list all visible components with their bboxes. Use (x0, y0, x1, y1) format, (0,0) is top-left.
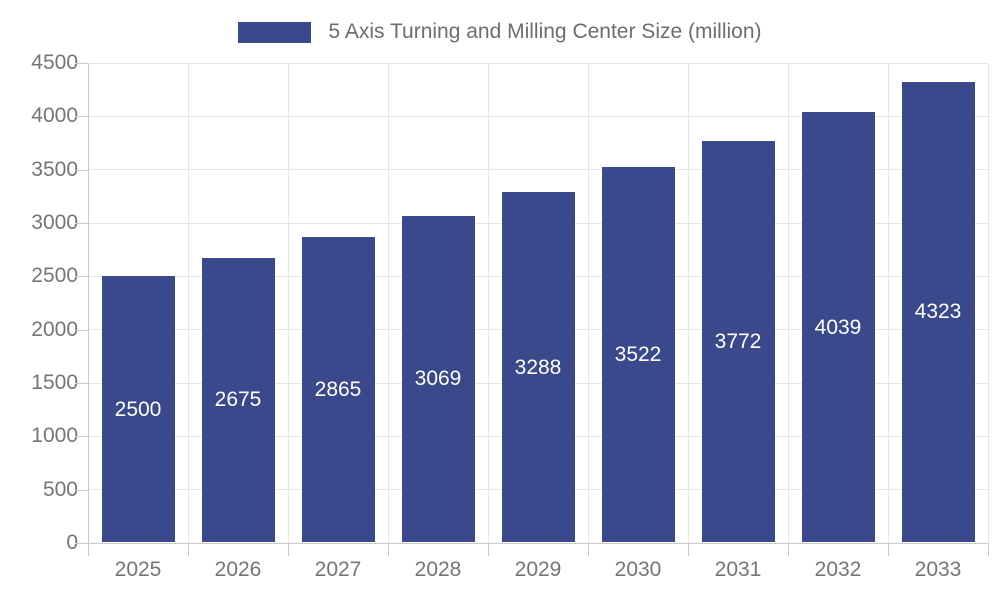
y-axis-label: 2000 (31, 317, 78, 341)
x-gridline (587, 63, 589, 543)
x-axis-tick (88, 543, 89, 556)
x-gridline (787, 63, 789, 543)
plot-area: 2500 2675 2865 3069 3288 3522 3772 4039 4323 (88, 62, 989, 543)
legend-marker-icon (238, 21, 312, 43)
bar-2026[interactable]: 2675 (201, 257, 275, 542)
y-axis-label: 4000 (31, 104, 78, 128)
x-axis-tick (488, 543, 489, 556)
x-axis-tick (588, 543, 589, 556)
x-axis-label: 2027 (314, 558, 362, 581)
bar-2033[interactable]: 4323 (901, 81, 975, 542)
y-gridline (88, 169, 988, 171)
y-axis-line (88, 63, 89, 556)
bar-2029[interactable]: 3288 (501, 192, 575, 542)
x-axis-label: 2026 (214, 558, 262, 581)
legend-label: 5 Axis Turning and Milling Center Size (… (328, 20, 762, 43)
bar-2032[interactable]: 4039 (801, 112, 875, 542)
y-axis-label: 4500 (31, 51, 78, 74)
x-axis-tick (788, 543, 789, 556)
bar-2025[interactable]: 2500 (101, 276, 175, 542)
y-axis-tick (75, 276, 88, 278)
y-axis-tick (75, 383, 88, 384)
x-axis-tick (188, 543, 189, 556)
x-gridline (387, 63, 389, 543)
y-axis-label: 1000 (31, 424, 78, 448)
bar-value-label: 3772 (714, 329, 762, 353)
bar-value-label: 3069 (414, 367, 462, 391)
x-axis-tick (288, 543, 289, 556)
y-axis-tick (75, 543, 88, 544)
y-axis-tick (75, 436, 88, 438)
y-axis-label: 500 (42, 477, 78, 501)
y-axis-label: 2500 (31, 264, 78, 288)
bar-value-label: 2675 (214, 388, 262, 412)
bar-2031[interactable]: 3772 (701, 140, 775, 542)
legend: 5 Axis Turning and Milling Center Size (… (0, 12, 1000, 52)
y-axis-tick (75, 63, 88, 64)
bar-2027[interactable]: 2865 (301, 237, 375, 542)
x-axis-label: 2029 (514, 558, 562, 581)
y-axis-label: 3500 (31, 157, 78, 181)
y-axis-label: 1500 (31, 371, 78, 394)
y-axis-tick (75, 329, 88, 331)
y-axis-tick (75, 169, 88, 171)
legend-item[interactable]: 5 Axis Turning and Milling Center Size (… (238, 20, 762, 44)
y-gridline (88, 62, 988, 64)
x-axis-label: 2033 (914, 558, 962, 581)
x-axis-tick (688, 543, 689, 556)
y-axis-tick (75, 116, 88, 118)
y-axis-tick (75, 223, 88, 224)
bar-value-label: 3522 (614, 343, 662, 367)
x-gridline (487, 63, 489, 543)
x-gridline (287, 63, 289, 543)
bar-value-label: 3288 (514, 355, 562, 379)
x-axis-tick (888, 543, 889, 556)
y-axis-tick (75, 489, 88, 491)
x-gridline (987, 63, 989, 543)
x-axis-tick (388, 543, 389, 556)
x-axis-label: 2032 (814, 558, 862, 581)
x-axis-line (75, 543, 988, 544)
x-gridline (687, 63, 689, 543)
x-axis-label: 2028 (414, 558, 462, 581)
bar-2030[interactable]: 3522 (601, 167, 675, 542)
bar-value-label: 4323 (914, 300, 962, 324)
x-axis-label: 2025 (114, 558, 162, 581)
y-gridline (88, 115, 988, 117)
x-axis-label: 2031 (714, 558, 762, 581)
y-axis-label: 3000 (31, 211, 78, 234)
bar-2028[interactable]: 3069 (401, 215, 475, 542)
x-gridline (187, 63, 189, 543)
x-gridline (887, 63, 889, 543)
bar-value-label: 2500 (114, 397, 162, 421)
y-axis-label: 0 (66, 531, 78, 554)
bar-value-label: 2865 (314, 378, 362, 402)
x-axis-label: 2030 (614, 558, 662, 581)
x-axis-tick (988, 543, 989, 556)
bar-value-label: 4039 (814, 315, 862, 339)
